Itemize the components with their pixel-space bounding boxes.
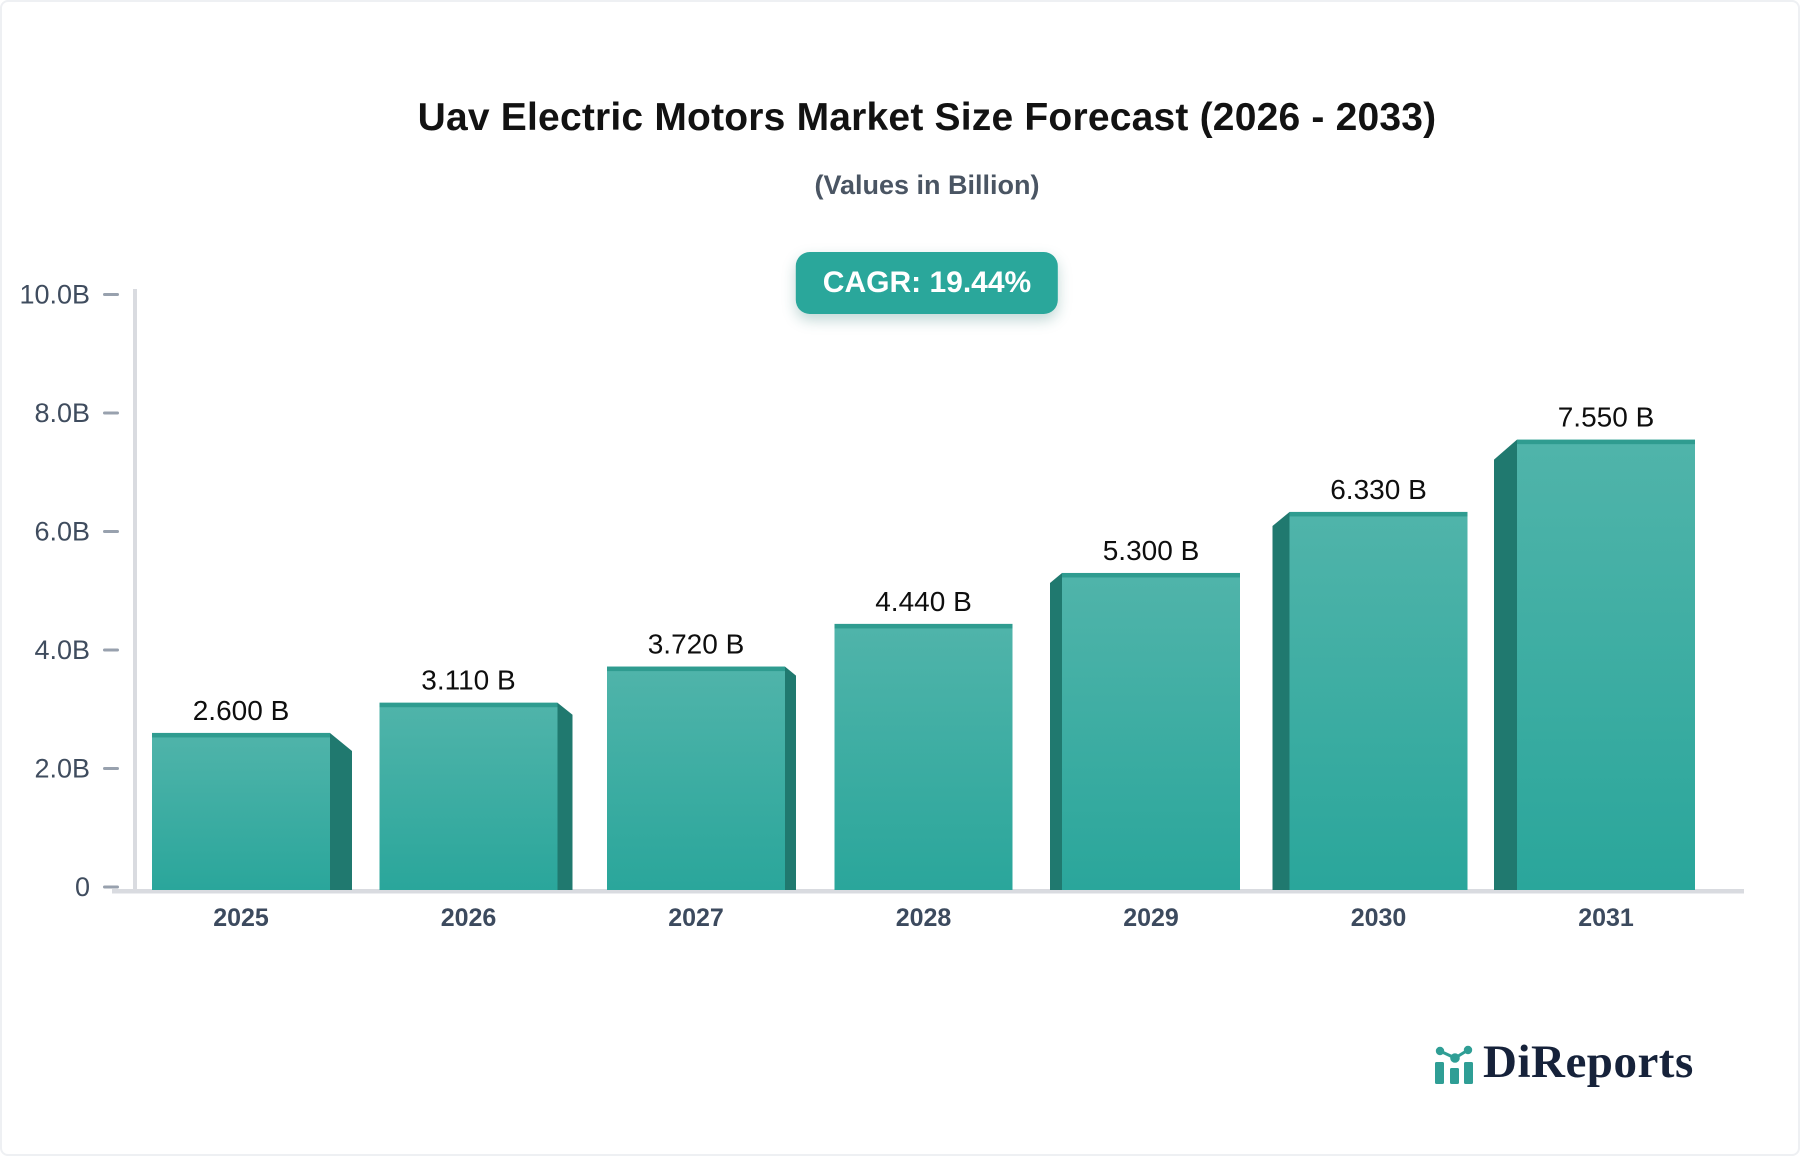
bar-group: 3.110 B 2026 xyxy=(379,665,573,932)
bar-value-label: 4.440 B xyxy=(875,586,972,617)
bar xyxy=(379,702,558,890)
bar-value-label: 3.110 B xyxy=(421,665,515,696)
bar-group: 6.330 B 2030 xyxy=(1272,474,1468,932)
bar-side-face xyxy=(1050,572,1062,890)
x-axis-label: 2025 xyxy=(213,904,269,932)
y-axis-label: 2.0B xyxy=(34,754,90,784)
bar-side-face xyxy=(785,666,796,890)
bar xyxy=(1062,572,1240,890)
y-axis-tick xyxy=(103,767,119,770)
bar-top-edge xyxy=(1289,511,1468,517)
chart-title: Uav Electric Motors Market Size Forecast… xyxy=(417,96,1437,139)
bar xyxy=(834,623,1013,890)
bar-value-label: 2.600 B xyxy=(193,695,290,726)
y-axis-label: 6.0B xyxy=(34,517,90,547)
y-axis-line xyxy=(133,289,137,893)
bar-value-label: 5.300 B xyxy=(1103,535,1200,566)
y-axis-tick xyxy=(103,293,119,296)
bar xyxy=(152,732,330,890)
bar-top-edge xyxy=(1517,439,1695,445)
bar-top-edge xyxy=(834,623,1013,629)
x-axis-label: 2028 xyxy=(896,904,952,932)
y-axis-tick xyxy=(103,530,119,533)
bar xyxy=(607,666,785,890)
x-axis-label: 2030 xyxy=(1351,904,1407,932)
bar-value-label: 6.330 B xyxy=(1330,474,1427,505)
y-axis-label: 8.0B xyxy=(34,398,90,428)
logo-bars-icon xyxy=(1435,1045,1473,1084)
bar-top-edge xyxy=(152,732,330,738)
bar-value-label: 7.550 B xyxy=(1558,402,1655,433)
y-axis-label: 10.0B xyxy=(19,280,90,310)
x-axis-line xyxy=(112,889,1744,894)
x-axis-label: 2029 xyxy=(1123,904,1179,932)
bar xyxy=(1517,439,1695,890)
bar-group: 4.440 B 2028 xyxy=(834,586,1013,932)
bar-side-face xyxy=(330,732,352,890)
bar-side-face xyxy=(557,702,573,890)
y-axis-label: 0 xyxy=(75,872,90,902)
chart-subtitle: (Values in Billion) xyxy=(814,170,1040,200)
x-axis-label: 2026 xyxy=(441,904,497,932)
bar-group: 7.550 B 2031 xyxy=(1494,402,1695,932)
logo-text: DiReports xyxy=(1483,1036,1694,1088)
x-axis-label: 2031 xyxy=(1578,904,1634,932)
y-axis-label: 4.0B xyxy=(34,635,90,665)
bar-top-edge xyxy=(1062,572,1240,578)
y-axis-tick xyxy=(103,648,119,652)
y-axis-tick xyxy=(103,411,119,415)
bar-top-edge xyxy=(607,666,785,672)
cagr-badge: CAGR: 19.44% xyxy=(795,252,1059,314)
brand-logo: DiReports xyxy=(1433,1038,1694,1086)
bar-side-face xyxy=(1272,511,1290,890)
bar-top-edge xyxy=(379,702,558,708)
y-axis-tick xyxy=(103,885,119,889)
x-axis-label: 2027 xyxy=(668,904,724,932)
bar-group: 3.720 B 2027 xyxy=(607,629,796,932)
bar-group: 2.600 B 2025 xyxy=(152,695,352,932)
bar-side-face xyxy=(1494,439,1517,890)
bar-group: 5.300 B 2029 xyxy=(1050,535,1240,932)
bar-value-label: 3.720 B xyxy=(648,629,745,660)
bar xyxy=(1289,511,1468,890)
